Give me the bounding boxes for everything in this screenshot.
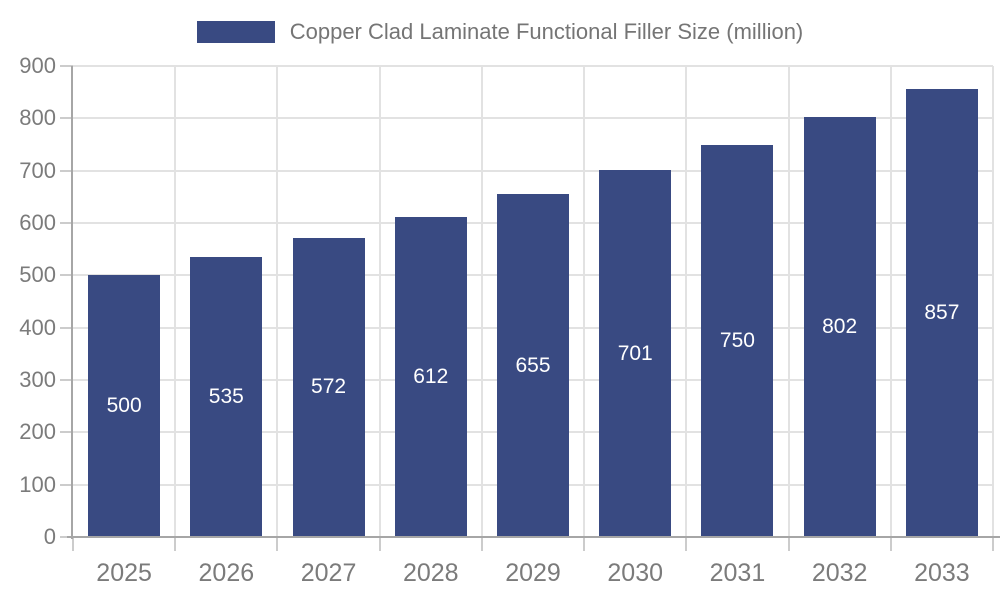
x-axis-tick-label: 2031 xyxy=(709,559,766,587)
x-tick xyxy=(992,537,994,551)
x-tick xyxy=(72,537,74,551)
y-tick xyxy=(60,65,73,67)
bar-value-label: 750 xyxy=(719,328,755,352)
gridline-h xyxy=(73,65,993,67)
x-axis-tick-label: 2027 xyxy=(300,559,357,587)
y-axis-tick-label: 700 xyxy=(19,157,56,183)
bar-value-label: 655 xyxy=(515,353,551,377)
x-tick xyxy=(685,537,688,551)
gridline-v xyxy=(992,66,994,537)
bar-2027 xyxy=(292,237,365,537)
bar-2033 xyxy=(905,88,978,537)
y-tick xyxy=(60,117,73,120)
y-axis-tick-label: 400 xyxy=(19,314,56,340)
bar-value-label: 572 xyxy=(311,375,347,399)
legend-label: Copper Clad Laminate Functional Filler S… xyxy=(289,19,804,44)
bar-2029 xyxy=(497,194,569,537)
y-axis-line xyxy=(71,66,73,539)
bar-value-label: 802 xyxy=(822,315,858,339)
y-axis-tick-label: 0 xyxy=(43,524,56,549)
bar-2028 xyxy=(394,216,467,537)
y-axis-tick-label: 800 xyxy=(19,105,56,131)
gridline-v xyxy=(889,66,892,537)
y-tick xyxy=(60,483,73,486)
x-tick xyxy=(787,537,790,551)
x-tick xyxy=(583,537,586,551)
y-tick xyxy=(60,274,73,277)
y-axis-tick-label: 100 xyxy=(19,471,56,497)
x-axis-line xyxy=(67,536,1000,538)
bar-value-label: 701 xyxy=(617,341,653,365)
x-axis-tick-label: 2028 xyxy=(402,559,459,587)
y-axis-tick-label: 200 xyxy=(19,419,56,445)
bar-2032 xyxy=(803,117,876,537)
bar-2026 xyxy=(190,257,263,537)
gridline-v xyxy=(787,66,790,537)
legend: Copper Clad Laminate Functional Filler S… xyxy=(0,18,1000,46)
y-axis-tick-label: 600 xyxy=(19,210,56,235)
gridline-v xyxy=(174,66,177,537)
x-axis-tick-label: 2029 xyxy=(505,559,561,587)
y-axis-tick-label: 900 xyxy=(19,53,56,78)
gridline-v xyxy=(685,66,688,537)
x-tick xyxy=(276,537,279,551)
bar-value-label: 535 xyxy=(208,385,244,408)
y-tick xyxy=(60,326,73,329)
x-tick xyxy=(889,537,892,551)
y-tick xyxy=(60,536,73,538)
x-axis-tick-label: 2026 xyxy=(198,559,255,587)
y-axis-tick-label: 300 xyxy=(19,367,56,392)
gridline-v xyxy=(276,66,279,537)
y-tick xyxy=(60,222,73,224)
y-tick xyxy=(60,169,73,172)
x-axis-tick-label: 2030 xyxy=(607,559,664,587)
y-tick xyxy=(60,379,73,381)
bar-value-label: 612 xyxy=(413,364,449,388)
x-tick xyxy=(480,537,483,551)
gridline-v xyxy=(378,66,381,537)
x-tick xyxy=(174,537,177,551)
gridline-v xyxy=(583,66,586,537)
bar-2031 xyxy=(701,144,774,537)
bar-value-label: 500 xyxy=(106,394,142,418)
bar-2030 xyxy=(599,170,672,537)
bar-2025 xyxy=(88,275,161,537)
x-axis-tick-label: 2033 xyxy=(914,559,970,587)
x-tick xyxy=(378,537,381,551)
y-axis-tick-label: 500 xyxy=(19,262,56,288)
gridline-h xyxy=(73,117,993,120)
x-axis-tick-label: 2032 xyxy=(811,559,868,587)
bar-value-label: 857 xyxy=(924,300,960,324)
legend-swatch xyxy=(196,21,275,43)
gridline-h xyxy=(73,169,993,172)
x-axis-tick-label: 2025 xyxy=(96,559,152,587)
y-tick xyxy=(60,431,73,434)
gridline-v xyxy=(480,66,483,537)
